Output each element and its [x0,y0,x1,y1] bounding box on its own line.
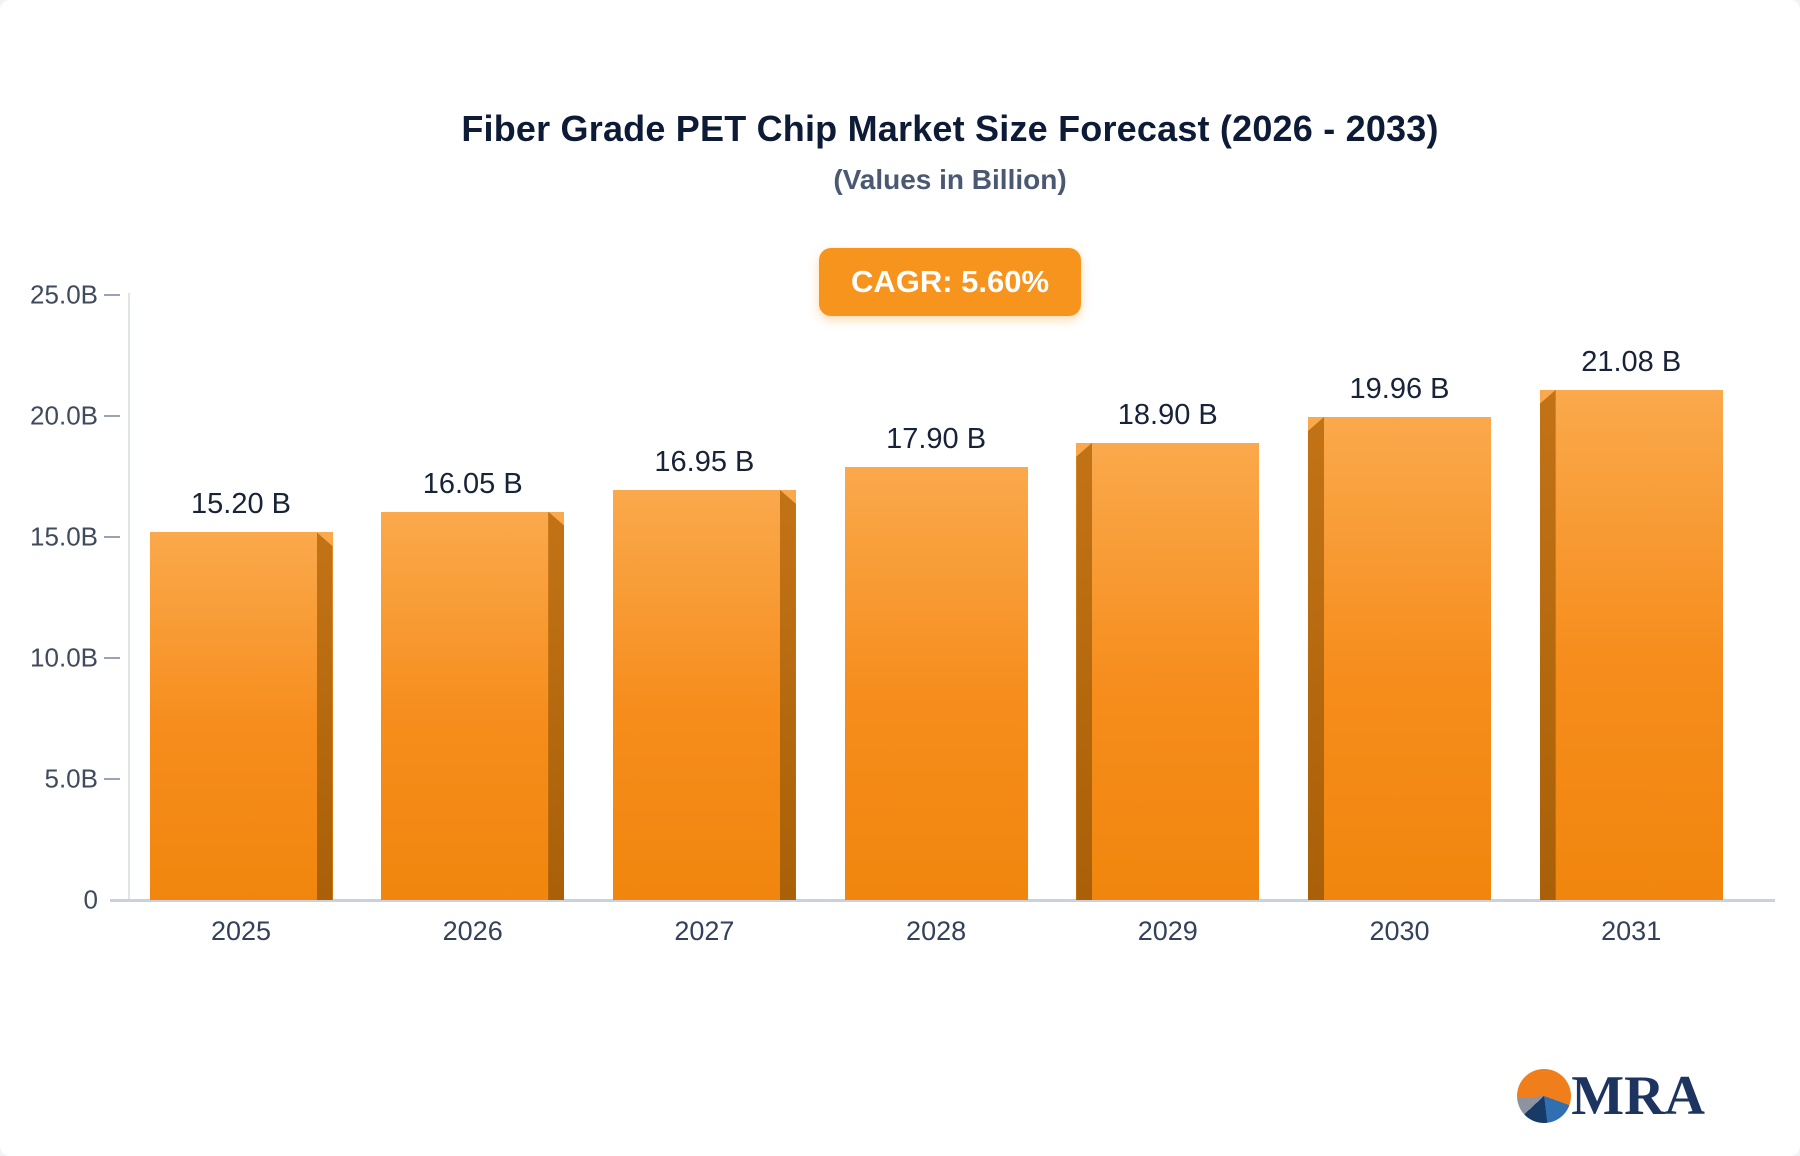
chart-header: Fiber Grade PET Chip Market Size Forecas… [130,0,1770,316]
bar [1076,442,1260,900]
y-axis-label: 25.0B [30,279,98,310]
x-axis-label: 2031 [1601,916,1662,946]
y-axis-line [128,293,130,902]
y-axis-tick [104,657,120,659]
y-axis-tick [104,294,120,296]
x-axis-label: 2029 [1137,916,1198,946]
y-axis-label: 10.0B [30,642,98,673]
bar [149,532,333,900]
y-axis-label: 20.0B [30,400,98,431]
bar-side-shade [1539,389,1556,900]
bar-value-label: 16.95 B [654,445,755,478]
y-axis-tick [104,415,120,417]
bar-value-label: 17.90 B [886,422,987,455]
bar [1308,416,1491,900]
chart-title: Fiber Grade PET Chip Market Size Forecas… [461,108,1439,149]
bar-side-shade [1308,416,1324,900]
x-axis-label: 2028 [906,916,967,946]
bar-value-label: 19.96 B [1349,372,1450,405]
bar-value-label: 21.08 B [1581,345,1682,378]
bar-side-shade [779,489,796,900]
bar-value-label: 15.20 B [191,488,291,521]
chart-subtitle: (Values in Billion) [833,164,1067,195]
y-axis-tick [104,778,120,780]
y-axis-label: 15.0B [30,521,98,552]
x-axis-label: 2030 [1369,916,1430,946]
y-axis-label: 5.0B [44,763,99,794]
x-axis-label: 2025 [210,916,272,946]
bar-side-shade [1076,442,1093,900]
bar-side-shade [316,532,333,900]
bar [381,511,565,900]
bar-value-label: 16.05 B [422,467,523,500]
y-axis-tick [104,536,120,538]
bar [1539,389,1723,900]
bar [612,489,796,900]
pie-chart-icon [1517,1069,1572,1123]
brand-logo: MRA [1517,1064,1705,1128]
y-axis-label: 0 [83,884,98,915]
cagr-badge: CAGR: 5.60% [818,248,1082,316]
x-axis-label: 2026 [442,916,503,946]
bar [844,466,1028,900]
bar-side-shade [548,511,565,900]
x-axis-line [110,899,1775,902]
x-axis-label: 2027 [674,916,735,946]
brand-logo-text: MRA [1571,1065,1705,1127]
bar-value-label: 18.90 B [1117,398,1218,431]
